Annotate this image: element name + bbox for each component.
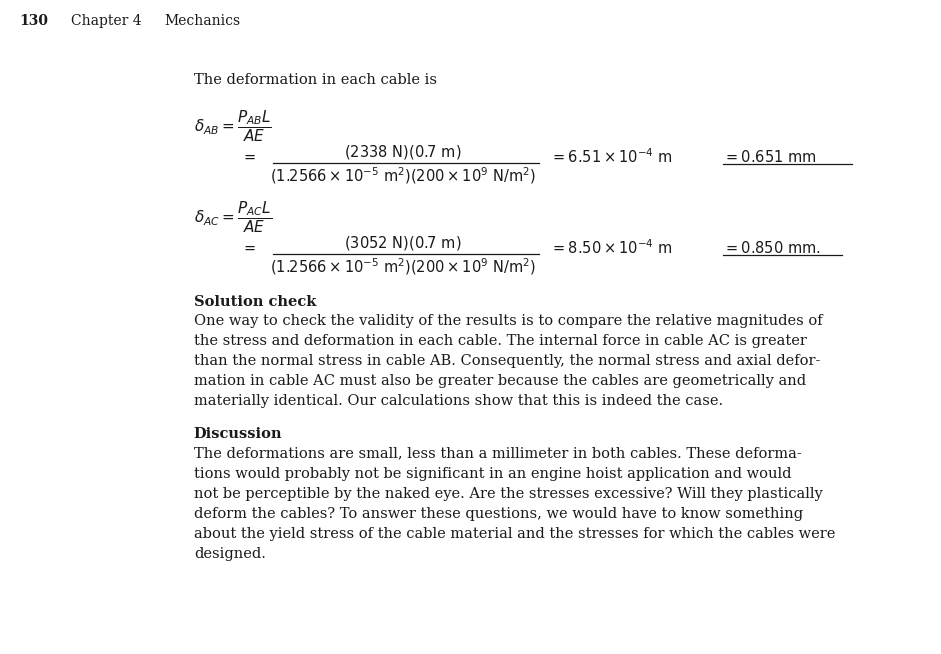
Text: $=$: $=$ (241, 241, 256, 255)
Text: $(2338\ \mathrm{N})(0.7\ \mathrm{m})$: $(2338\ \mathrm{N})(0.7\ \mathrm{m})$ (343, 143, 461, 161)
Text: $(1.2566 \times 10^{-5}\ \mathrm{m}^2)(200 \times 10^{9}\ \mathrm{N/m}^2)$: $(1.2566 \times 10^{-5}\ \mathrm{m}^2)(2… (269, 165, 535, 186)
Text: $\delta_{AC} = \dfrac{P_{AC}L}{AE}$: $\delta_{AC} = \dfrac{P_{AC}L}{AE}$ (194, 200, 272, 235)
Text: $(3052\ \mathrm{N})(0.7\ \mathrm{m})$: $(3052\ \mathrm{N})(0.7\ \mathrm{m})$ (343, 233, 461, 252)
Text: Discussion: Discussion (194, 426, 282, 441)
Text: $\delta_{AB} = \dfrac{P_{AB}L}{AE}$: $\delta_{AB} = \dfrac{P_{AB}L}{AE}$ (194, 108, 272, 144)
Text: Mechanics: Mechanics (165, 14, 241, 27)
Text: $= 6.51 \times 10^{-4}\ \mathrm{m}$: $= 6.51 \times 10^{-4}\ \mathrm{m}$ (550, 147, 673, 166)
Text: Solution check: Solution check (194, 295, 316, 309)
Text: $= 0.651\ \mathrm{mm}$: $= 0.651\ \mathrm{mm}$ (723, 148, 817, 165)
Text: $= 8.50 \times 10^{-4}\ \mathrm{m}$: $= 8.50 \times 10^{-4}\ \mathrm{m}$ (550, 239, 673, 257)
Text: The deformations are small, less than a millimeter in both cables. These deforma: The deformations are small, less than a … (194, 447, 835, 561)
Text: Chapter 4: Chapter 4 (71, 14, 141, 27)
Text: 130: 130 (19, 14, 48, 27)
Text: $(1.2566 \times 10^{-5}\ \mathrm{m}^2)(200 \times 10^{9}\ \mathrm{N/m}^2)$: $(1.2566 \times 10^{-5}\ \mathrm{m}^2)(2… (269, 256, 535, 277)
Text: One way to check the validity of the results is to compare the relative magnitud: One way to check the validity of the res… (194, 314, 822, 408)
Text: $= 0.850\ \mathrm{mm.}$: $= 0.850\ \mathrm{mm.}$ (723, 240, 821, 256)
Text: $=$: $=$ (241, 150, 256, 164)
Text: The deformation in each cable is: The deformation in each cable is (194, 73, 437, 87)
